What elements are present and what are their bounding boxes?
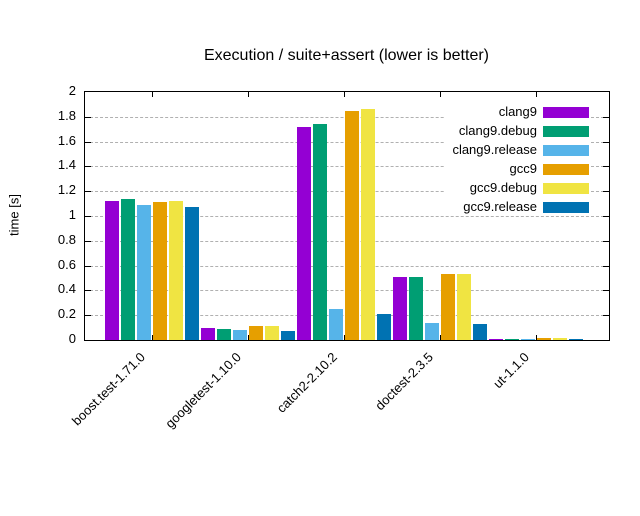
y-tick-label: 0.8	[57, 231, 76, 247]
legend-row: gcc9	[452, 161, 589, 176]
bar-clang9	[105, 201, 119, 340]
y-tick-mark	[85, 315, 91, 317]
y-tick-mark	[603, 315, 609, 317]
x-tick-mark	[440, 92, 441, 97]
legend-row: clang9	[452, 104, 589, 119]
bar-gcc9.debug	[169, 201, 183, 340]
y-tick-mark	[603, 240, 609, 242]
bar-gcc9.release	[185, 207, 199, 340]
y-tick-mark	[85, 216, 91, 217]
bar-clang9	[489, 339, 503, 340]
x-tick-mark	[152, 92, 153, 97]
y-tick-label: 1.6	[57, 132, 76, 148]
y-tick-mark	[85, 116, 91, 118]
y-tick-label: 0	[68, 331, 76, 346]
y-tick-mark	[85, 265, 91, 267]
x-tick-mark	[344, 92, 345, 97]
x-category-label: ut-1.1.0	[490, 349, 532, 392]
x-tick-mark	[344, 335, 345, 340]
x-tick-mark	[440, 335, 441, 340]
plot-area: clang9 clang9.debug clang9.release gcc9 gcc9…	[84, 91, 610, 341]
bar-clang9.release	[329, 309, 343, 340]
y-tick-mark	[85, 191, 91, 193]
bar-gcc9.release	[281, 331, 295, 340]
legend-swatch	[543, 182, 589, 194]
bar-gcc9	[537, 338, 551, 340]
bar-gcc9	[345, 111, 359, 340]
legend-row: clang9.debug	[452, 123, 589, 138]
y-tick-mark	[85, 240, 91, 242]
bar-gcc9.release	[473, 324, 487, 340]
bar-clang9.release	[137, 205, 151, 340]
legend-swatch	[543, 144, 589, 156]
bar-clang9.debug	[217, 329, 231, 340]
y-tick-label: 0.6	[57, 256, 76, 272]
legend-label: gcc9	[509, 161, 537, 176]
bar-clang9	[201, 328, 215, 340]
legend-swatch	[543, 125, 589, 137]
x-tick-mark	[248, 92, 249, 97]
legend-swatch	[543, 163, 589, 175]
legend: clang9 clang9.debug clang9.release gcc9 gcc9…	[444, 104, 591, 215]
bar-clang9.release	[233, 330, 247, 340]
legend-row: gcc9.release	[452, 199, 589, 214]
chart-figure: Execution / suite+assert (lower is bette…	[6, 47, 610, 431]
y-tick-label: 1	[68, 207, 76, 222]
y-tick-mark	[603, 216, 609, 217]
bar-clang9.debug	[121, 199, 135, 340]
bar-gcc9.debug	[553, 338, 567, 340]
chart-title: Execution / suite+assert (lower is bette…	[203, 47, 489, 64]
y-tick-label: 0.2	[57, 306, 76, 322]
bar-gcc9.debug	[265, 326, 279, 340]
bar-gcc9	[441, 274, 455, 340]
legend-label: clang9	[498, 104, 537, 119]
legend-label: gcc9.release	[463, 199, 537, 214]
bar-gcc9.release	[569, 339, 583, 340]
legend-row: gcc9.debug	[452, 180, 589, 195]
bar-clang9	[297, 127, 311, 340]
legend-label: clang9.debug	[458, 123, 537, 138]
x-tick-mark	[536, 92, 537, 97]
bar-gcc9.release	[377, 314, 391, 340]
y-tick-mark	[85, 141, 91, 143]
bar-clang9.debug	[313, 124, 327, 340]
y-tick-mark	[603, 116, 609, 118]
y-tick-mark	[85, 290, 91, 292]
y-tick-mark	[85, 166, 91, 168]
x-category-label: doctest-2.3.5	[372, 349, 436, 414]
bar-gcc9	[249, 326, 263, 340]
bar-clang9.release	[521, 339, 535, 340]
bar-clang9.debug	[409, 277, 423, 340]
legend-row: clang9.release	[452, 142, 589, 157]
x-category-label: boost.test-1.71.0	[68, 349, 148, 429]
y-tick-label: 0.4	[57, 281, 76, 297]
y-tick-mark	[603, 265, 609, 267]
x-tick-mark	[248, 335, 249, 340]
bar-clang9	[393, 277, 407, 340]
y-tick-mark	[603, 166, 609, 168]
y-tick-label: 2	[68, 83, 76, 98]
x-category-label: catch2-2.10.2	[273, 349, 340, 416]
y-tick-label: 1.4	[57, 157, 76, 173]
bar-gcc9	[153, 202, 167, 340]
legend-swatch	[543, 201, 589, 213]
x-category-label: googletest-1.10.0	[162, 349, 244, 431]
bar-gcc9.debug	[361, 109, 375, 340]
y-tick-mark	[603, 290, 609, 292]
legend-label: clang9.release	[452, 142, 537, 157]
legend-label: gcc9.debug	[469, 180, 537, 195]
y-tick-label: 1.8	[57, 107, 76, 123]
legend-swatch	[543, 106, 589, 118]
bar-gcc9.debug	[457, 274, 471, 340]
y-tick-mark	[603, 191, 609, 193]
x-tick-mark	[536, 335, 537, 340]
bar-clang9.release	[425, 323, 439, 340]
x-tick-mark	[152, 335, 153, 340]
y-tick-label: 1.2	[57, 182, 76, 198]
bar-clang9.debug	[505, 339, 519, 340]
y-tick-mark	[603, 141, 609, 143]
